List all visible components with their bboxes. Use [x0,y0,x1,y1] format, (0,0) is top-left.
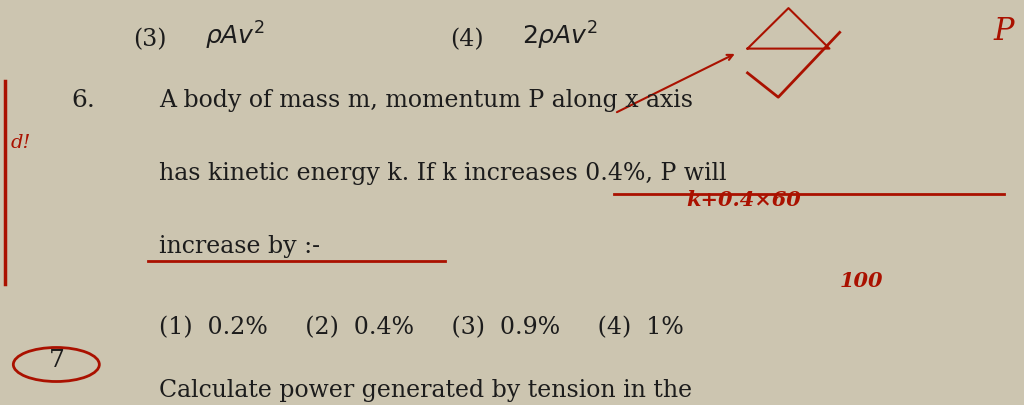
Text: increase by :-: increase by :- [159,235,319,258]
Text: 6.: 6. [72,89,95,112]
Text: d!: d! [10,134,31,151]
Text: A body of mass m, momentum P along x axis: A body of mass m, momentum P along x axi… [159,89,692,112]
Text: $2\rho Av^2$: $2\rho Av^2$ [522,20,598,53]
Text: has kinetic energy k. If k increases 0.4%, P will: has kinetic energy k. If k increases 0.4… [159,162,726,185]
Text: 100: 100 [840,271,883,291]
Text: Calculate power generated by tension in the: Calculate power generated by tension in … [159,379,692,402]
Text: (4): (4) [451,28,484,51]
Text: (3): (3) [133,28,167,51]
Text: $\rho Av^2$: $\rho Av^2$ [205,20,265,53]
Text: 7: 7 [48,349,65,372]
Text: k+0.4×60: k+0.4×60 [686,190,801,210]
Text: (1)  0.2%     (2)  0.4%     (3)  0.9%     (4)  1%: (1) 0.2% (2) 0.4% (3) 0.9% (4) 1% [159,316,683,339]
Text: P: P [993,16,1014,47]
